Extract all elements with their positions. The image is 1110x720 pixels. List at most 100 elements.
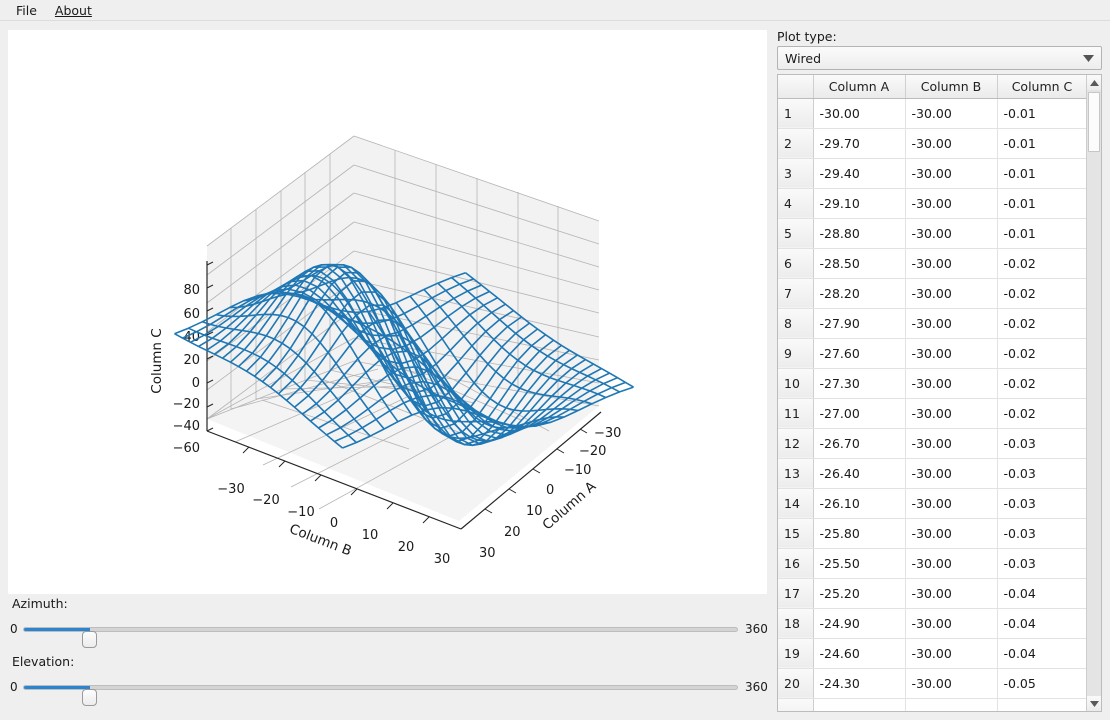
table-cell[interactable]: -27.00 [813,398,906,429]
table-cell[interactable]: -30.00 [905,428,998,459]
table-cell[interactable]: -24.90 [813,608,906,639]
table-cell[interactable]: -30.00 [905,248,998,279]
table-cell[interactable]: -30.00 [905,398,998,429]
table-cell[interactable]: -30.00 [905,578,998,609]
elevation-slider-track[interactable] [23,685,738,706]
table-row[interactable]: 8 -27.90 -30.00 -0.02 [778,308,1087,339]
table-cell[interactable]: -27.90 [813,308,906,339]
row-index-cell[interactable]: 1 [778,98,814,129]
table-row[interactable]: 19 -24.60 -30.00 -0.04 [778,638,1087,669]
table-cell[interactable]: -30.00 [813,98,906,129]
row-index-cell[interactable]: 5 [778,218,814,249]
plot-canvas[interactable]: 80 60 40 20 0 −20 −40 −60 Column C [8,30,767,594]
table-cell[interactable]: -26.70 [813,428,906,459]
table-cell[interactable]: -30.00 [905,308,998,339]
column-header-a[interactable]: Column A [813,75,906,99]
table-cell[interactable]: -30.00 [905,548,998,579]
table-cell[interactable]: -30.00 [905,128,998,159]
table-row[interactable]: 4 -29.10 -30.00 -0.01 [778,188,1087,219]
table-cell[interactable]: -0.01 [997,218,1087,249]
row-index-cell[interactable]: 15 [778,518,814,549]
table-row[interactable]: 10 -27.30 -30.00 -0.02 [778,368,1087,399]
table-cell[interactable]: -30.00 [905,518,998,549]
table-row[interactable]: 9 -27.60 -30.00 -0.02 [778,338,1087,369]
table-cell[interactable]: -0.01 [997,98,1087,129]
table-cell[interactable]: -28.80 [813,218,906,249]
row-index-cell[interactable] [778,698,814,711]
table-cell[interactable]: -25.50 [813,548,906,579]
row-index-cell[interactable]: 3 [778,158,814,189]
table-cell[interactable]: -25.20 [813,578,906,609]
table-row[interactable]: 15 -25.80 -30.00 -0.03 [778,518,1087,549]
row-index-cell[interactable]: 2 [778,128,814,159]
row-index-cell[interactable]: 10 [778,368,814,399]
plot-type-select[interactable]: Wired [777,46,1102,70]
table-cell[interactable]: -0.02 [997,368,1087,399]
table-cell[interactable]: -0.02 [997,278,1087,309]
table-cell[interactable]: -0.02 [997,248,1087,279]
table-row[interactable]: 6 -28.50 -30.00 -0.02 [778,248,1087,279]
table-cell[interactable] [813,698,906,711]
table-cell[interactable]: -0.02 [997,398,1087,429]
table-cell[interactable]: -26.10 [813,488,906,519]
table-cell[interactable]: -30.00 [905,98,998,129]
table-cell[interactable]: -27.60 [813,338,906,369]
column-header-b[interactable]: Column B [905,75,998,99]
table-row[interactable]: 16 -25.50 -30.00 -0.03 [778,548,1087,579]
table-cell[interactable]: -24.30 [813,668,906,699]
row-index-cell[interactable]: 11 [778,398,814,429]
table-cell[interactable]: -0.04 [997,608,1087,639]
table-row[interactable]: 18 -24.90 -30.00 -0.04 [778,608,1087,639]
table-cell[interactable]: -30.00 [905,158,998,189]
table-row[interactable]: 14 -26.10 -30.00 -0.03 [778,488,1087,519]
menu-item-about[interactable]: About [46,1,101,20]
table-cell[interactable]: -27.30 [813,368,906,399]
table-cell[interactable]: -30.00 [905,368,998,399]
table-row[interactable]: 1 -30.00 -30.00 -0.01 [778,98,1087,129]
table-cell[interactable]: -30.00 [905,218,998,249]
data-table-viewport[interactable]: Column A Column B Column C 1 -30.00 -30.00… [778,75,1087,711]
table-cell[interactable]: -30.00 [905,278,998,309]
table-row[interactable]: 3 -29.40 -30.00 -0.01 [778,158,1087,189]
table-cell[interactable] [905,698,998,711]
table-cell[interactable]: -0.02 [997,338,1087,369]
table-row[interactable] [778,698,1087,711]
row-index-cell[interactable]: 16 [778,548,814,579]
row-index-cell[interactable]: 19 [778,638,814,669]
table-cell[interactable]: -0.04 [997,578,1087,609]
table-row[interactable]: 2 -29.70 -30.00 -0.01 [778,128,1087,159]
table-cell[interactable]: -0.03 [997,518,1087,549]
row-index-cell[interactable]: 20 [778,668,814,699]
table-cell[interactable]: -29.70 [813,128,906,159]
row-index-cell[interactable]: 8 [778,308,814,339]
column-header-c[interactable]: Column C [997,75,1087,99]
table-cell[interactable]: -30.00 [905,458,998,489]
elevation-slider-thumb[interactable] [82,689,98,706]
table-row[interactable]: 20 -24.30 -30.00 -0.05 [778,668,1087,699]
table-row[interactable]: 11 -27.00 -30.00 -0.02 [778,398,1087,429]
azimuth-slider-thumb[interactable] [82,631,98,648]
table-row[interactable]: 13 -26.40 -30.00 -0.03 [778,458,1087,489]
table-cell[interactable]: -29.10 [813,188,906,219]
row-index-cell[interactable]: 4 [778,188,814,219]
table-row[interactable]: 7 -28.20 -30.00 -0.02 [778,278,1087,309]
triangle-up-icon[interactable] [1087,75,1101,90]
table-row[interactable]: 12 -26.70 -30.00 -0.03 [778,428,1087,459]
triangle-down-icon[interactable] [1087,696,1101,711]
row-index-cell[interactable]: 14 [778,488,814,519]
menu-item-file[interactable]: File [16,2,37,18]
table-cell[interactable]: -0.03 [997,548,1087,579]
table-cell[interactable]: -30.00 [905,338,998,369]
table-vertical-scrollbar[interactable] [1086,75,1101,711]
row-index-cell[interactable]: 18 [778,608,814,639]
scrollbar-thumb[interactable] [1088,92,1101,152]
row-index-cell[interactable]: 6 [778,248,814,279]
table-cell[interactable]: -25.80 [813,518,906,549]
table-cell[interactable] [997,698,1087,711]
row-index-cell[interactable]: 17 [778,578,814,609]
row-index-cell[interactable]: 13 [778,458,814,489]
table-cell[interactable]: -24.60 [813,638,906,669]
table-cell[interactable]: -0.01 [997,188,1087,219]
table-cell[interactable]: -0.03 [997,428,1087,459]
table-cell[interactable]: -29.40 [813,158,906,189]
